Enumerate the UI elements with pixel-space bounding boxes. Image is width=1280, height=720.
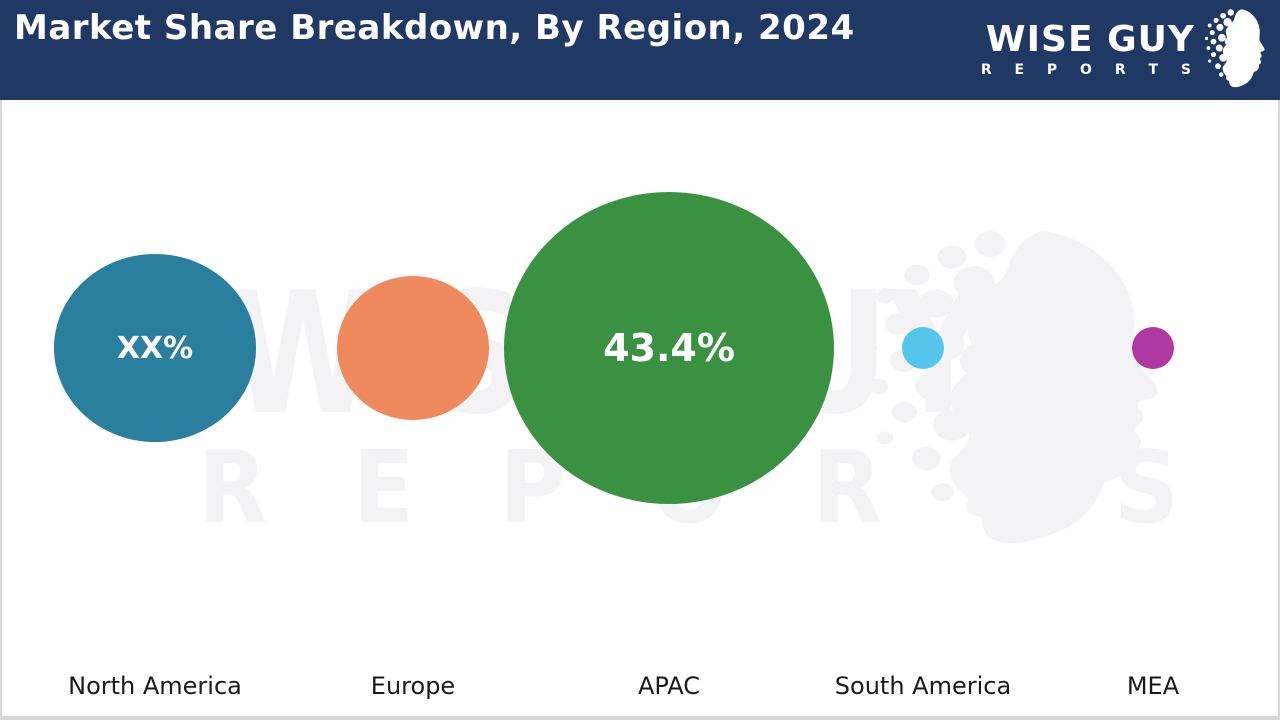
wiseguy-face-icon <box>1204 9 1265 88</box>
bubble-europe <box>337 276 489 420</box>
category-label-north-america: North America <box>68 672 242 700</box>
chart-area: WISE GUY R E P O R T S XX%43.4% North Am… <box>0 100 1280 720</box>
category-label-europe: Europe <box>370 672 456 700</box>
bubble-mea <box>1132 327 1174 369</box>
header-bar: Market Share Breakdown, By Region, 2024 … <box>0 0 1280 100</box>
watermark-face-icon <box>861 231 1158 543</box>
logo-wordmark-line1: WISE GUY <box>985 19 1195 60</box>
category-label-south-america: South America <box>834 672 1012 700</box>
page-title: Market Share Breakdown, By Region, 2024 <box>14 8 855 48</box>
category-label-apac: APAC <box>637 672 701 700</box>
category-label-mea: MEA <box>1126 672 1180 700</box>
bubble-north-america: XX% <box>54 254 256 442</box>
bubble-south-america <box>902 327 944 369</box>
bubble-apac: 43.4% <box>504 192 834 504</box>
bubble-value-label: 43.4% <box>603 326 735 370</box>
wiseguy-logo: WISE GUY R E P O R T S <box>981 6 1266 96</box>
bubble-value-label: XX% <box>116 330 194 366</box>
logo-wordmark-line2: R E P O R T S <box>980 62 1200 78</box>
logo-wordmark: WISE GUY R E P O R T S <box>980 19 1200 79</box>
